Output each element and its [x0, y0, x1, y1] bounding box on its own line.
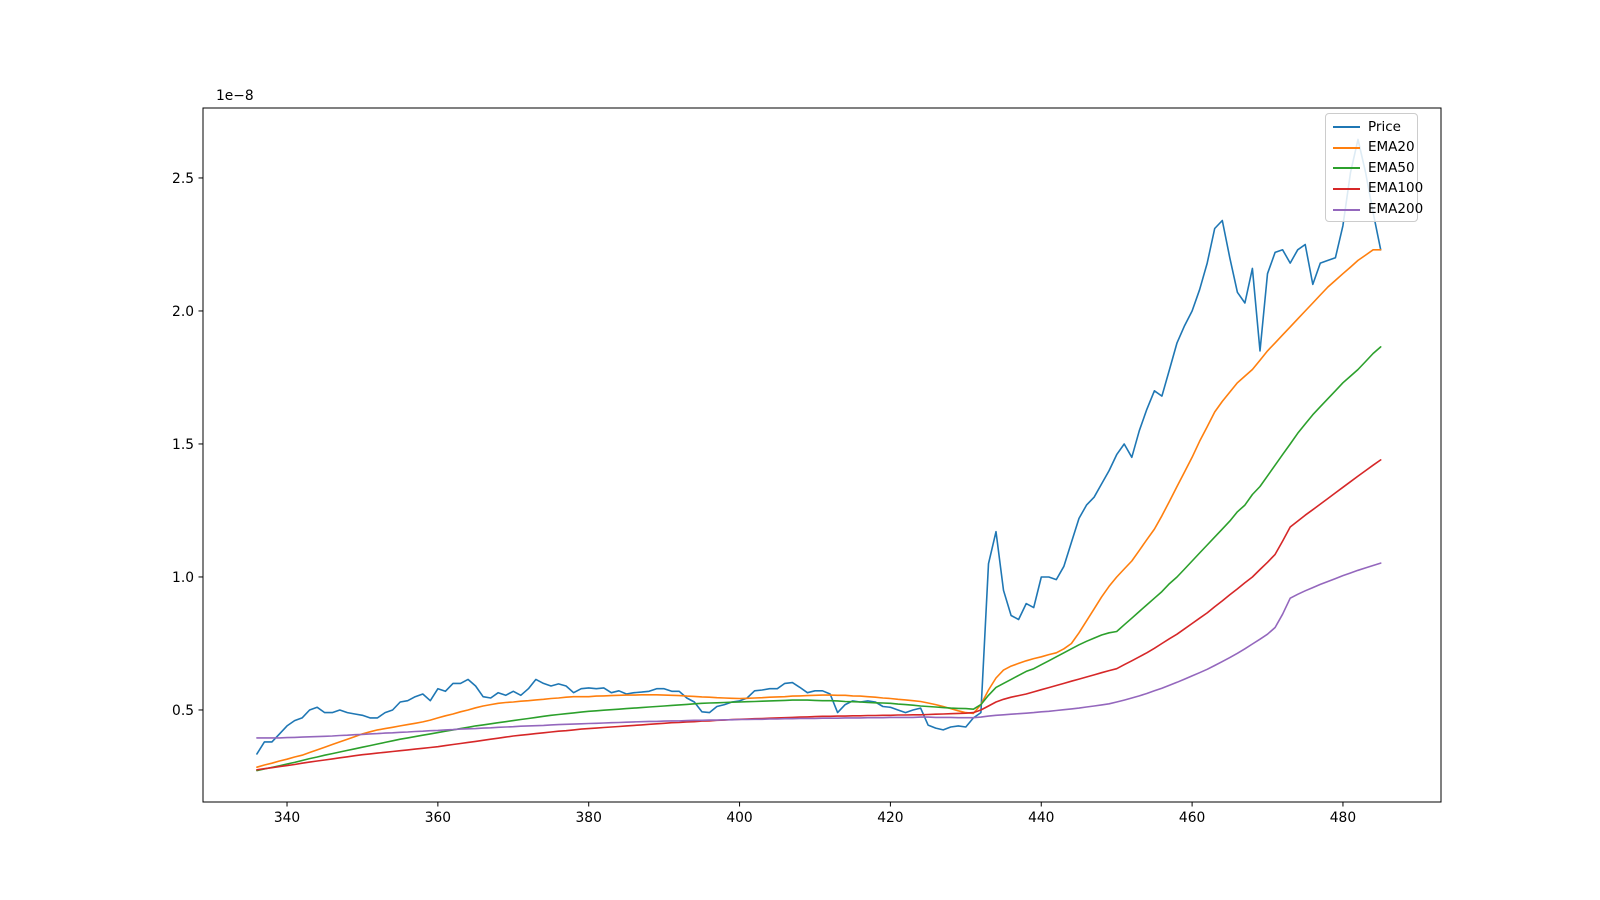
legend-label: EMA200: [1368, 200, 1424, 217]
y-tick-label: 1.0: [172, 570, 194, 586]
legend-label: EMA50: [1368, 159, 1415, 176]
legend-label: Price: [1368, 118, 1401, 135]
series-line-ema20: [256, 249, 1382, 769]
legend: Price EMA20 EMA50 EMA100 EMA200: [1325, 113, 1423, 222]
x-tick-label: 340: [274, 810, 300, 826]
y-tick-label: 0.5: [172, 703, 194, 719]
x-tick-label: 360: [425, 810, 451, 826]
legend-label: EMA100: [1368, 180, 1424, 197]
x-tick-label: 380: [576, 810, 602, 826]
legend-entry-ema20: EMA20: [1333, 138, 1417, 159]
x-tick-label: 480: [1330, 810, 1356, 826]
series-line-price: [256, 138, 1382, 755]
x-tick-label: 440: [1028, 810, 1054, 826]
legend-entry-ema100: EMA100: [1333, 179, 1423, 200]
legend-entry-ema200: EMA200: [1333, 199, 1423, 220]
ema50-line-swatch: [1333, 167, 1360, 170]
series-line-ema100: [256, 459, 1382, 771]
legend-entry-ema50: EMA50: [1333, 158, 1417, 179]
y-axis-offset-label: 1e−8: [216, 88, 254, 104]
legend-entry-price: Price: [1333, 117, 1417, 138]
series-line-ema50: [256, 346, 1382, 772]
price-line-swatch: [1333, 126, 1360, 129]
ema20-line-swatch: [1333, 146, 1360, 149]
x-tick-label: 420: [877, 810, 903, 826]
x-tick-label: 460: [1179, 810, 1205, 826]
y-tick-label: 1.5: [172, 437, 194, 453]
ema100-line-swatch: [1333, 188, 1360, 191]
legend-label: EMA20: [1368, 139, 1415, 156]
ema200-line-swatch: [1333, 208, 1360, 211]
x-tick-label: 400: [726, 810, 752, 826]
y-tick-label: 2.0: [172, 304, 194, 320]
plot-border: [202, 107, 1442, 803]
y-tick-label: 2.5: [172, 171, 194, 187]
series-line-ema200: [256, 562, 1382, 739]
